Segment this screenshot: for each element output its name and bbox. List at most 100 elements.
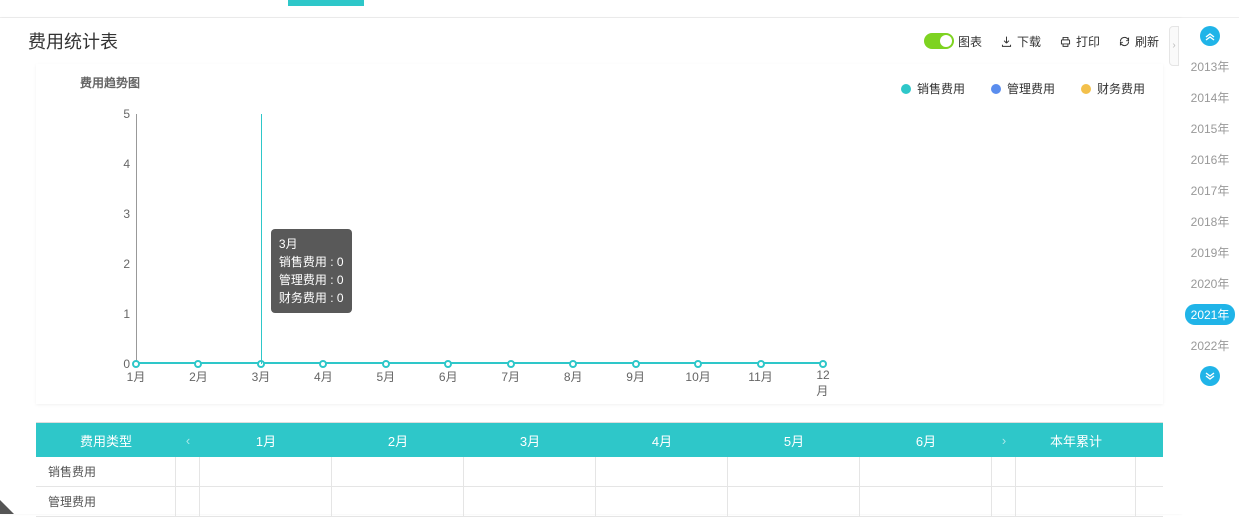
tooltip-row: 财务费用 : 0 — [279, 289, 344, 307]
legend-dot-icon — [901, 84, 911, 94]
expense-table: 费用类型‹1月2月3月4月5月6月›本年累计 销售费用管理费用 — [36, 422, 1163, 517]
year-item[interactable]: 2017年 — [1185, 180, 1236, 201]
td-month — [596, 487, 728, 516]
table-row: 管理费用 — [36, 487, 1163, 517]
header-bar: 费用统计表 图表 下载 打印 刷新 — [0, 18, 1181, 64]
x-tick: 6月 — [439, 368, 458, 385]
legend-dot-icon — [1081, 84, 1091, 94]
table-header: 费用类型‹1月2月3月4月5月6月›本年累计 — [36, 423, 1163, 457]
tooltip-row: 销售费用 : 0 — [279, 253, 344, 271]
download-icon — [1000, 35, 1013, 48]
rail-collapse-handle[interactable]: › — [1169, 26, 1179, 66]
td-total — [1016, 457, 1136, 486]
th-month: 5月 — [728, 431, 860, 450]
td-type: 管理费用 — [36, 487, 176, 516]
x-tick: 8月 — [564, 368, 583, 385]
td-month — [464, 457, 596, 486]
chart-tooltip: 3月销售费用 : 0管理费用 : 0财务费用 : 0 — [271, 229, 352, 313]
td-month — [464, 487, 596, 516]
table-body: 销售费用管理费用 — [36, 457, 1163, 517]
x-tick: 2月 — [189, 368, 208, 385]
series-point — [694, 360, 702, 368]
legend-label: 财务费用 — [1097, 80, 1145, 97]
td-month — [860, 487, 992, 516]
y-axis-line — [136, 114, 137, 364]
top-tab-bar — [0, 0, 1239, 18]
legend-item[interactable]: 财务费用 — [1081, 80, 1145, 97]
table-scroll-right[interactable]: › — [992, 433, 1016, 448]
td-spacer — [992, 457, 1016, 486]
year-item[interactable]: 2013年 — [1185, 56, 1236, 77]
table-row: 销售费用 — [36, 457, 1163, 487]
y-tick: 1 — [123, 307, 130, 321]
tooltip-row: 管理费用 : 0 — [279, 271, 344, 289]
year-item[interactable]: 2018年 — [1185, 211, 1236, 232]
legend-item[interactable]: 管理费用 — [991, 80, 1055, 97]
year-item[interactable]: 2015年 — [1185, 118, 1236, 139]
td-total — [1016, 487, 1136, 516]
td-spacer — [176, 487, 200, 516]
td-month — [596, 457, 728, 486]
page-title: 费用统计表 — [28, 28, 118, 54]
refresh-label: 刷新 — [1135, 33, 1159, 50]
x-tick: 1月 — [127, 368, 146, 385]
legend-label: 管理费用 — [1007, 80, 1055, 97]
th-total: 本年累计 — [1016, 431, 1136, 450]
td-month — [200, 487, 332, 516]
chart-toggle[interactable]: 图表 — [924, 33, 982, 50]
series-point — [632, 360, 640, 368]
corner-resize-icon — [0, 500, 14, 514]
series-point — [757, 360, 765, 368]
td-spacer — [992, 487, 1016, 516]
legend-item[interactable]: 销售费用 — [901, 80, 965, 97]
print-label: 打印 — [1076, 33, 1100, 50]
x-tick: 4月 — [314, 368, 333, 385]
y-tick: 4 — [123, 157, 130, 171]
chart-toggle-label: 图表 — [958, 33, 982, 50]
td-month — [728, 487, 860, 516]
year-scroll-down[interactable] — [1200, 366, 1220, 386]
series-point — [132, 360, 140, 368]
series-point — [444, 360, 452, 368]
download-button[interactable]: 下载 — [1000, 33, 1041, 50]
x-tick: 11月 — [748, 368, 772, 385]
y-axis: 012345 — [106, 114, 136, 364]
year-item[interactable]: 2022年 — [1185, 335, 1236, 356]
chart-card: 费用趋势图 销售费用管理费用财务费用 012345 1月2月3月4月5月6月7月… — [36, 64, 1163, 404]
chart-hover-line — [261, 114, 262, 364]
chevron-double-down-icon — [1204, 370, 1216, 382]
td-type: 销售费用 — [36, 457, 176, 486]
x-tick: 7月 — [501, 368, 520, 385]
td-month — [332, 457, 464, 486]
refresh-button[interactable]: 刷新 — [1118, 33, 1159, 50]
chart-legend: 销售费用 管理费用 财务费用 — [901, 80, 1145, 97]
chevron-double-up-icon — [1204, 30, 1216, 42]
header-actions: 图表 下载 打印 刷新 — [924, 33, 1159, 50]
td-month — [200, 457, 332, 486]
year-item[interactable]: 2016年 — [1185, 149, 1236, 170]
x-tick: 5月 — [376, 368, 395, 385]
print-button[interactable]: 打印 — [1059, 33, 1100, 50]
legend-dot-icon — [991, 84, 1001, 94]
y-tick: 3 — [123, 207, 130, 221]
year-item[interactable]: 2020年 — [1185, 273, 1236, 294]
refresh-icon — [1118, 35, 1131, 48]
year-item[interactable]: 2014年 — [1185, 87, 1236, 108]
legend-label: 销售费用 — [917, 80, 965, 97]
series-point — [569, 360, 577, 368]
active-tab-indicator — [288, 0, 364, 6]
th-month: 1月 — [200, 431, 332, 450]
y-tick: 5 — [123, 107, 130, 121]
table-scroll-left[interactable]: ‹ — [176, 433, 200, 448]
series-point — [382, 360, 390, 368]
series-point — [507, 360, 515, 368]
year-scroll-up[interactable] — [1200, 26, 1220, 46]
toggle-switch-icon[interactable] — [924, 33, 954, 49]
tooltip-title: 3月 — [279, 235, 344, 253]
year-item[interactable]: 2019年 — [1185, 242, 1236, 263]
th-month: 4月 — [596, 431, 728, 450]
series-point — [194, 360, 202, 368]
td-spacer — [176, 457, 200, 486]
year-item[interactable]: 2021年 — [1185, 304, 1236, 325]
x-tick: 3月 — [252, 368, 271, 385]
